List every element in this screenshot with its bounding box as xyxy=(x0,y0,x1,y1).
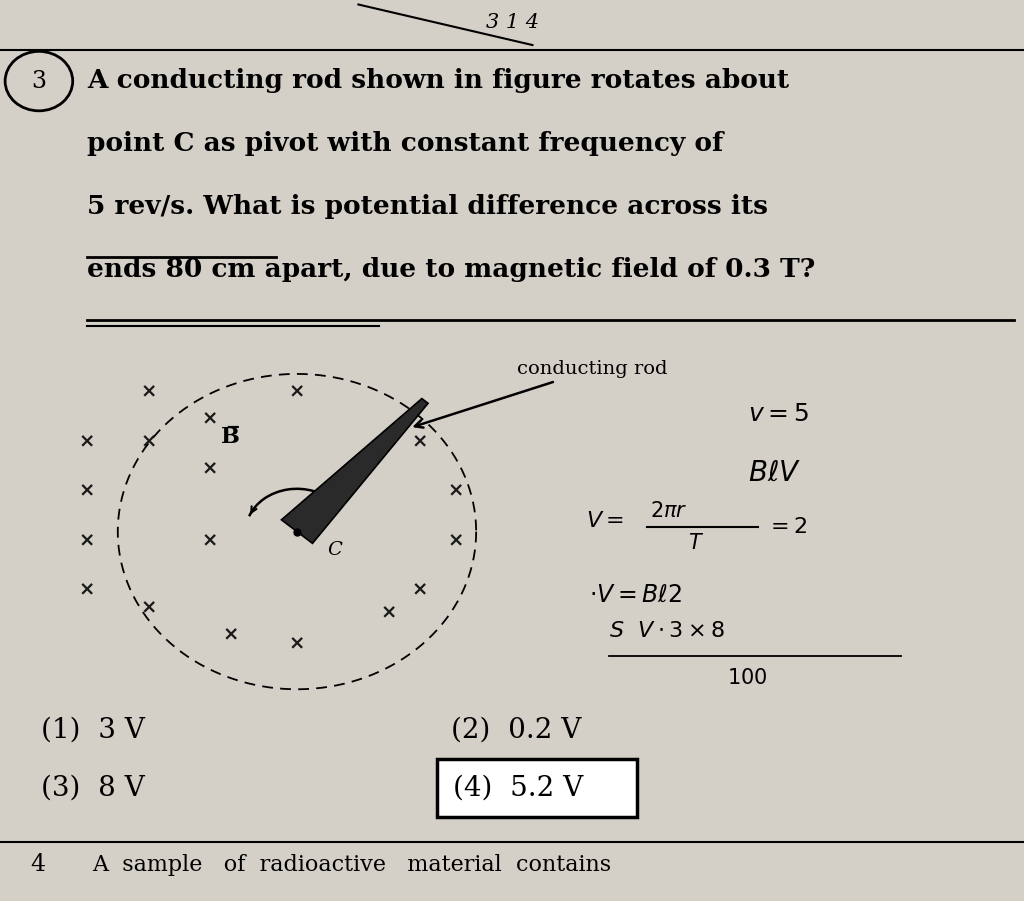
Text: ×: × xyxy=(412,580,428,600)
Text: A  sample   of  radioactive   material  contains: A sample of radioactive material contain… xyxy=(92,854,611,876)
Text: (4)  5.2 V: (4) 5.2 V xyxy=(453,775,583,802)
Text: ×: × xyxy=(202,531,218,551)
Text: ×: × xyxy=(79,481,95,501)
FancyBboxPatch shape xyxy=(437,759,637,817)
Text: ×: × xyxy=(381,603,397,623)
Text: 5 rev/s. What is potential difference across its: 5 rev/s. What is potential difference ac… xyxy=(87,194,768,219)
Text: $v = 5$: $v = 5$ xyxy=(748,403,809,426)
Polygon shape xyxy=(282,398,428,543)
Text: 3 1 4: 3 1 4 xyxy=(485,13,539,32)
Text: C: C xyxy=(328,541,343,559)
Text: (2)  0.2 V: (2) 0.2 V xyxy=(451,716,581,743)
Text: ×: × xyxy=(412,432,428,451)
Text: (3)  8 V: (3) 8 V xyxy=(41,775,144,802)
Text: point C as pivot with constant frequency of: point C as pivot with constant frequency… xyxy=(87,131,723,156)
Text: ×: × xyxy=(140,598,157,618)
Text: 3: 3 xyxy=(32,69,46,93)
Text: A conducting rod shown in figure rotates about: A conducting rod shown in figure rotates… xyxy=(87,68,790,93)
Text: ×: × xyxy=(202,409,218,429)
Text: ×: × xyxy=(79,580,95,600)
Text: ×: × xyxy=(447,531,464,551)
Text: ×: × xyxy=(140,382,157,402)
Text: $B\ell V$: $B\ell V$ xyxy=(748,459,801,487)
Text: $\cdot V = B\ell 2$: $\cdot V = B\ell 2$ xyxy=(589,583,682,606)
Text: $T$: $T$ xyxy=(688,533,705,553)
Text: conducting rod: conducting rod xyxy=(415,360,668,428)
Text: (1)  3 V: (1) 3 V xyxy=(41,716,144,743)
Text: ×: × xyxy=(289,382,305,402)
Text: ×: × xyxy=(202,459,218,478)
Text: $= 2$: $= 2$ xyxy=(766,517,807,537)
Text: ×: × xyxy=(222,625,239,645)
Text: ×: × xyxy=(79,432,95,451)
Text: ×: × xyxy=(289,634,305,654)
Text: ×: × xyxy=(79,531,95,551)
Text: ×: × xyxy=(140,432,157,451)
Text: ×: × xyxy=(447,481,464,501)
Text: ends 80 cm apart, due to magnetic field of 0.3 T?: ends 80 cm apart, due to magnetic field … xyxy=(87,257,815,282)
Text: $S\ \ V\cdot 3\times 8$: $S\ \ V\cdot 3\times 8$ xyxy=(609,621,725,641)
Text: 4: 4 xyxy=(31,853,46,877)
Text: B̅: B̅ xyxy=(221,426,240,448)
Text: $2\pi r$: $2\pi r$ xyxy=(650,501,688,521)
Text: $100$: $100$ xyxy=(727,668,767,687)
Text: $V=$: $V=$ xyxy=(586,511,624,531)
